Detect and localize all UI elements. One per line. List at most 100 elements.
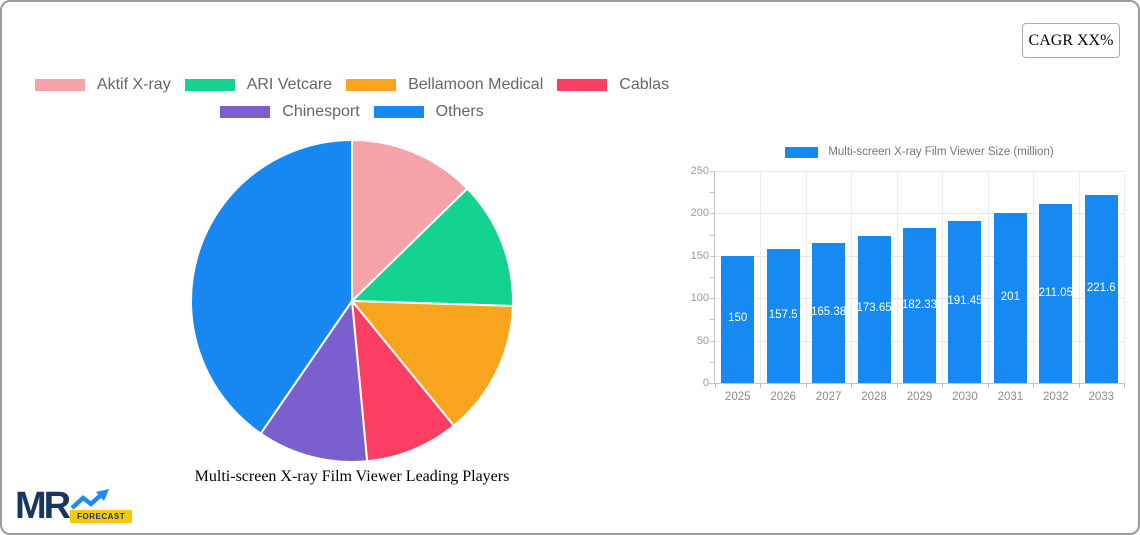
x-axis-tick: [942, 384, 944, 388]
pie-slice-ari-vetcare: [351, 187, 514, 308]
bar-value-label: 157.5: [768, 309, 798, 322]
bar-value-label: 191.45: [947, 294, 983, 307]
x-axis-tick: [987, 384, 989, 388]
y-axis-label: 200: [690, 207, 709, 220]
legend-item: Cablas: [557, 76, 669, 94]
bar: [1039, 204, 1073, 383]
logo-text: MR: [15, 485, 71, 527]
gridline-v: [851, 171, 853, 383]
legend-item: Chinesport: [220, 103, 360, 121]
bar: [948, 220, 982, 383]
y-axis-line: [714, 171, 715, 383]
gridline-v: [987, 171, 989, 383]
legend-label: ARI Vetcare: [246, 76, 333, 93]
y-axis-tick: [710, 298, 714, 300]
legend-swatch: [373, 106, 424, 118]
legend-swatch: [34, 79, 85, 91]
bar-value-label: 150: [728, 312, 748, 325]
x-axis-label: 2025: [724, 391, 751, 403]
y-axis-tick: [710, 319, 714, 321]
mr-forecast-logo: MR FORECAST: [15, 485, 133, 527]
x-axis-tick: [715, 384, 716, 388]
bar-plot-area: 0 50 100 150 200 250 150 2025 157.5 2026 165.38 202…: [691, 165, 1125, 403]
bar: [1084, 195, 1118, 383]
y-axis-label: 250: [690, 165, 709, 177]
legend-label: Chinesport: [282, 103, 360, 120]
pie-legend: Aktif X-ray ARI Vetcare Bellamoon Medical C…: [2, 76, 702, 121]
x-axis-tick: [805, 384, 807, 388]
legend-swatch: [184, 79, 235, 91]
x-axis-label: 2027: [815, 391, 842, 403]
y-axis-tick: [710, 361, 714, 363]
legend-label: Bellamoon Medical: [408, 76, 544, 93]
y-axis-label: 100: [690, 292, 709, 305]
x-axis-tick: [851, 384, 853, 388]
gridline-v: [760, 171, 762, 383]
gridline-h: [715, 213, 1124, 215]
logo-right-column: FORECAST: [70, 489, 133, 523]
bar: [903, 228, 936, 383]
bar: [766, 249, 800, 383]
x-axis-label: 2030: [952, 391, 978, 403]
y-axis-tick: [710, 171, 714, 172]
gridline-v: [942, 171, 944, 383]
y-axis-tick: [710, 255, 714, 257]
pie-slice-cablas: [351, 300, 455, 463]
x-axis-tick: [1078, 384, 1080, 388]
bar-legend-label: Multi-screen X-ray Film Viewer Size (mil…: [828, 146, 1054, 158]
x-axis-label: 2033: [1088, 391, 1115, 403]
gridline-v: [896, 171, 898, 383]
y-axis-label: 50: [696, 334, 709, 347]
cagr-badge: CAGR XX%: [1022, 23, 1120, 58]
x-axis-line: [709, 383, 1125, 384]
x-axis-tick: [896, 384, 898, 388]
bar: [812, 242, 846, 383]
pie-slice-bellamoon-medical: [351, 300, 514, 427]
y-axis-tick: [710, 383, 714, 384]
legend-swatch: [220, 106, 271, 118]
y-axis-label: 0: [702, 377, 709, 389]
pie-slice-chinesport: [259, 300, 369, 463]
y-axis-label: 150: [690, 249, 709, 262]
x-axis-label: 2032: [1043, 391, 1069, 403]
legend-item: Others: [373, 103, 484, 121]
pie-legend-row: Chinesport Others: [220, 103, 484, 121]
legend-label: Others: [435, 103, 484, 120]
bar-chart: Multi-screen X-ray Film Viewer Size (mil…: [682, 142, 1138, 417]
y-axis-tick: [710, 192, 714, 194]
bar: [721, 255, 755, 383]
bar-value-label: 173.65: [856, 302, 892, 315]
gridline-v: [1124, 171, 1125, 383]
legend-item: ARI Vetcare: [184, 76, 333, 94]
pie-slice-aktif-x-ray: [351, 139, 469, 302]
pie-slice-others: [190, 139, 353, 435]
x-axis-label: 2026: [770, 391, 796, 403]
gridline-v: [1078, 171, 1080, 383]
legend-item: Bellamoon Medical: [346, 76, 543, 94]
logo-forecast-badge: FORECAST: [70, 510, 133, 523]
legend-swatch: [557, 79, 608, 91]
y-axis-tick: [710, 340, 714, 342]
legend-item: Aktif X-ray: [34, 76, 171, 94]
y-axis-tick: [710, 213, 714, 215]
bar-value-label: 221.6: [1086, 282, 1116, 295]
gridline-v: [805, 171, 807, 383]
bar-chart-legend: Multi-screen X-ray Film Viewer Size (mil…: [715, 146, 1124, 158]
pie-chart: [180, 129, 524, 473]
bar-value-label: 201: [1000, 290, 1020, 303]
legend-swatch: [346, 79, 397, 91]
x-axis-label: 2028: [861, 391, 887, 403]
legend-label: Aktif X-ray: [96, 76, 171, 93]
pie-legend-row: Aktif X-ray ARI Vetcare Bellamoon Medical C…: [34, 76, 669, 94]
bar-value-label: 182.33: [901, 298, 938, 311]
bar-legend-swatch: [785, 146, 819, 158]
gridline-h: [715, 171, 1124, 172]
x-axis-label: 2029: [906, 391, 933, 403]
trend-arrow-icon: [70, 489, 110, 510]
gridline-v: [1033, 171, 1035, 383]
x-axis-tick: [1033, 384, 1035, 388]
pie-chart-title: Multi-screen X-ray Film Viewer Leading P…: [194, 468, 510, 485]
bar-value-label: 211.05: [1038, 286, 1073, 299]
x-axis-tick: [760, 384, 762, 388]
